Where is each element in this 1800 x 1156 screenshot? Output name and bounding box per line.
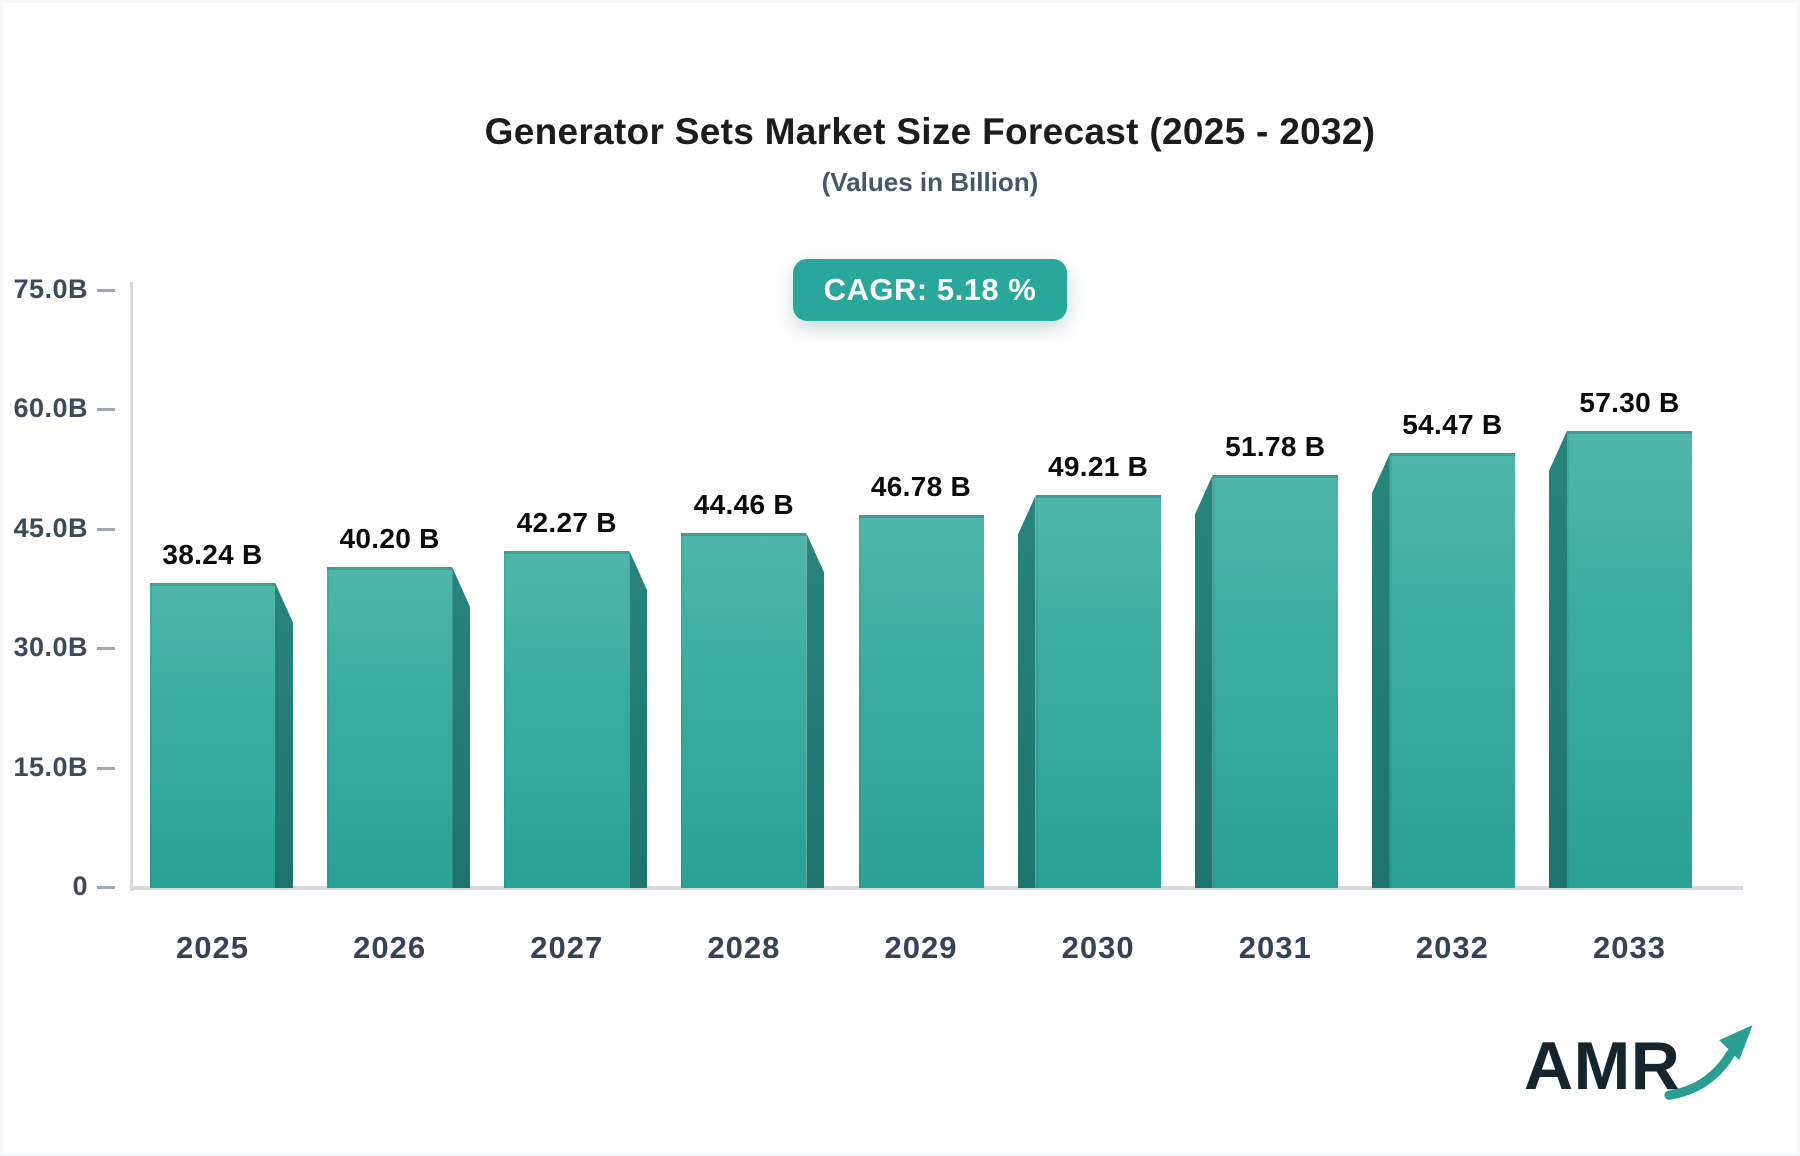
bar-value-label: 51.78 B [1225, 430, 1326, 462]
cagr-badge: CAGR: 5.18 % [792, 259, 1068, 321]
bar-2032[interactable] [1389, 453, 1515, 888]
bar-2027[interactable] [504, 550, 630, 888]
bar-2031[interactable] [1212, 474, 1338, 888]
x-tick-label: 2028 [707, 930, 781, 965]
y-tick-label: 60.0B [13, 393, 88, 424]
x-tick-label: 2026 [353, 930, 427, 965]
bar-side-face [1194, 474, 1213, 888]
bar-value-label: 54.47 B [1402, 409, 1503, 441]
y-tick-mark [97, 289, 115, 292]
bar-side-face [629, 550, 648, 888]
y-axis [130, 282, 133, 891]
x-tick-label: 2025 [176, 930, 249, 965]
chart-title: Generator Sets Market Size Forecast (202… [484, 111, 1376, 152]
y-tick-mark [97, 408, 115, 412]
bar-side-face [452, 567, 471, 888]
y-tick-label: 15.0B [13, 751, 88, 782]
bar-value-label: 49.21 B [1048, 451, 1149, 483]
bar-value-label: 42.27 B [516, 506, 617, 538]
y-tick-mark [97, 886, 115, 889]
x-tick-label: 2029 [884, 930, 958, 965]
y-tick-mark [97, 647, 115, 651]
bar-2029[interactable] [858, 514, 984, 888]
bar-side-face [275, 582, 293, 888]
bar-2025[interactable] [150, 582, 275, 888]
bar-2030[interactable] [1035, 495, 1161, 888]
y-tick-label: 0 [72, 871, 88, 901]
chart-subtitle: (Values in Billion) [821, 167, 1039, 197]
bar-value-label: 57.30 B [1579, 386, 1680, 418]
bar-2026[interactable] [327, 567, 453, 888]
y-tick-label: 75.0B [13, 274, 88, 304]
bar-2028[interactable] [681, 533, 807, 888]
cagr-badge-wrap: CAGR: 5.18 % [110, 259, 1750, 321]
bar-side-face [1017, 495, 1036, 888]
bar-value-label: 44.46 B [693, 489, 794, 521]
x-tick-label: 2031 [1238, 930, 1312, 965]
x-tick-label: 2027 [530, 930, 604, 965]
x-tick-label: 2032 [1415, 930, 1489, 965]
trend-arrow-icon [1664, 1025, 1754, 1100]
bar-2033[interactable] [1567, 430, 1692, 888]
x-axis [130, 886, 1743, 890]
bar-value-label: 46.78 B [870, 470, 972, 502]
bar-value-label: 38.24 B [162, 538, 263, 570]
y-tick-label: 45.0B [13, 512, 88, 543]
bar-side-face [1549, 430, 1567, 888]
bar-side-face [806, 533, 825, 888]
bar-value-label: 40.20 B [339, 523, 440, 554]
y-tick-label: 30.0B [13, 632, 88, 663]
x-tick-label: 2030 [1061, 930, 1135, 965]
x-tick-label: 2033 [1593, 930, 1666, 965]
amr-logo-text: AMR [1524, 1028, 1681, 1104]
y-tick-mark [97, 766, 115, 770]
amr-logo[interactable]: AMR [1524, 1025, 1756, 1106]
bar-side-face [1371, 453, 1390, 888]
y-tick-mark [97, 527, 115, 531]
chart-header: Generator Sets Market Size Forecast (202… [110, 110, 1750, 197]
